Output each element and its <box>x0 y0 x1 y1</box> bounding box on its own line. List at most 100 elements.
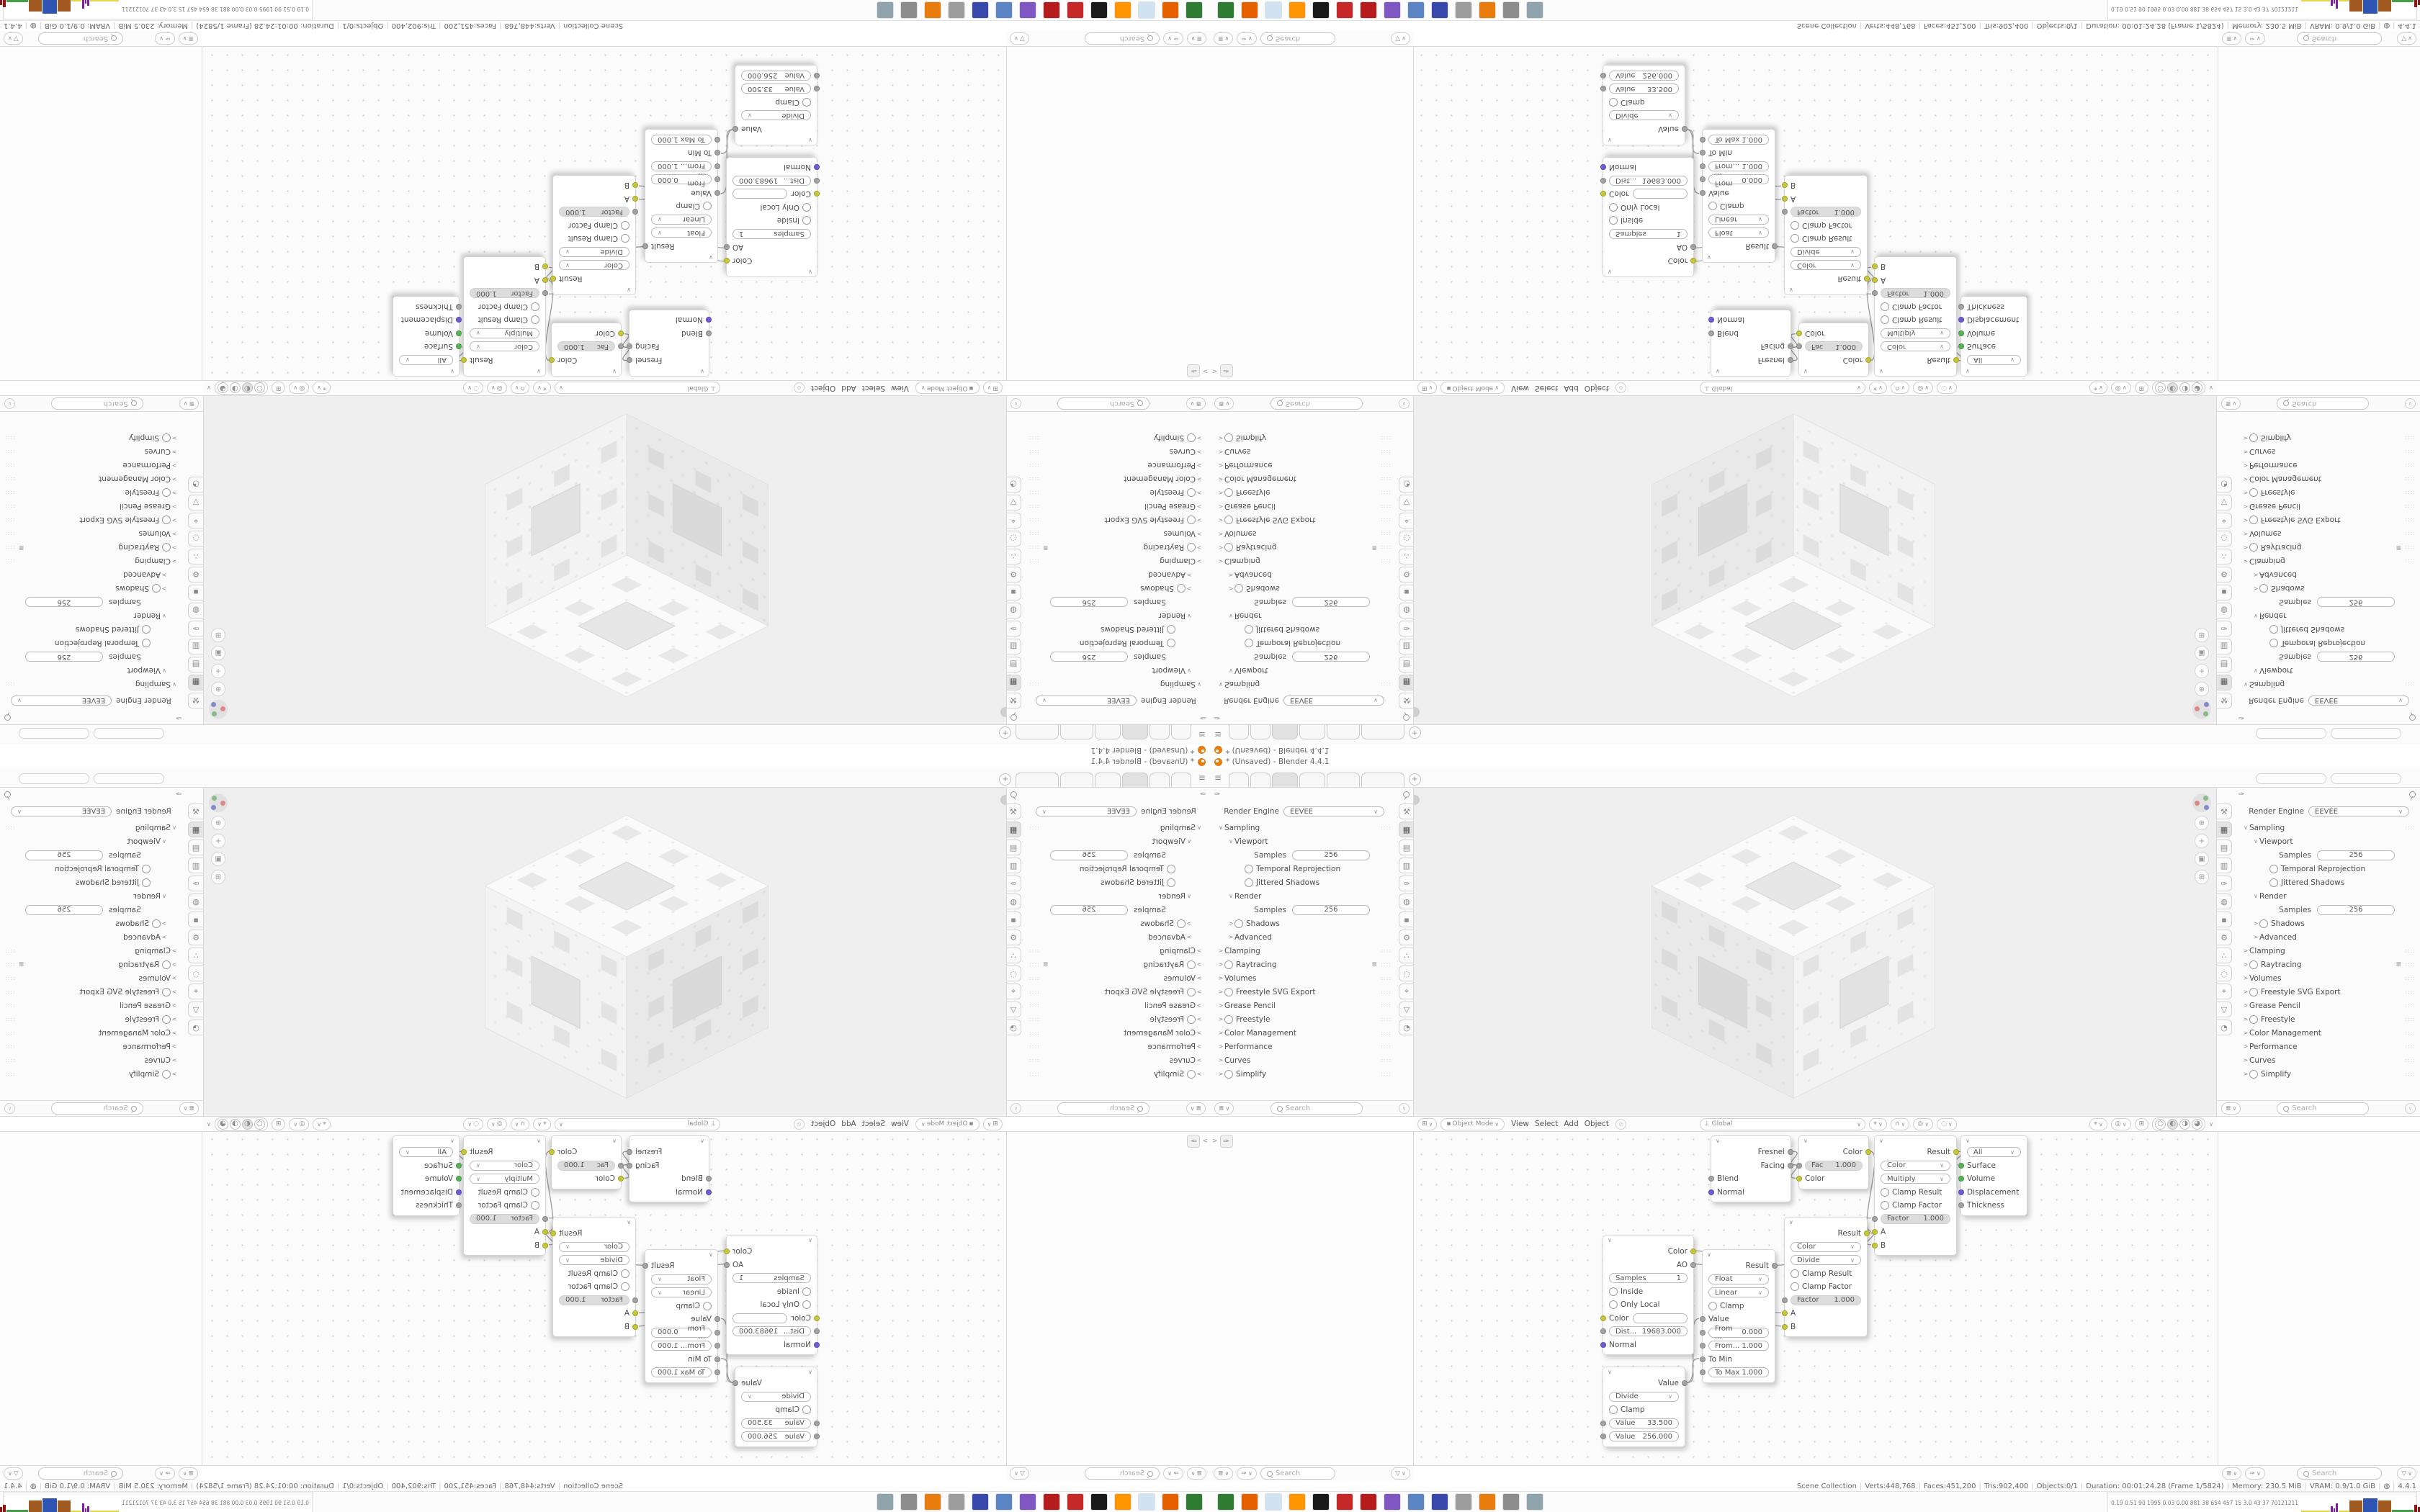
properties-tab-4-icon[interactable]: ✑ <box>2217 621 2232 636</box>
socket-gray[interactable] <box>1788 343 1793 350</box>
panel-row-simplify[interactable]: > Simplify:::: <box>4 433 177 443</box>
math-divide-node[interactable]: ∨ Value Divide ∨ Clamp Value 33.500 Value 256.00… <box>1600 65 1688 145</box>
panel-row-advanced[interactable]: > Advanced <box>1148 932 1192 942</box>
snap-toggle[interactable]: ∩ ∨ <box>510 1117 530 1130</box>
node-collapse-icon[interactable]: ∨ <box>709 254 713 261</box>
camera-view-icon[interactable]: ▣ <box>2195 852 2209 866</box>
socket-gray[interactable] <box>1600 86 1606 92</box>
properties-tab-0-icon[interactable]: ⚒ <box>2217 804 2232 819</box>
workspace-tab-5[interactable] <box>1327 724 1360 739</box>
search-input[interactable]: Search <box>2296 1467 2382 1480</box>
properties-tab-0-icon[interactable]: ⚒ <box>1006 804 1021 819</box>
search-input[interactable]: Search <box>1057 1102 1150 1115</box>
panel-row-freestyle-svg-export[interactable]: > Freestyle SVG Export:::: <box>2243 516 2416 525</box>
xray-toggle[interactable]: ⊞ <box>271 1117 286 1130</box>
ortho-toggle-icon[interactable]: ⊞ <box>211 628 225 642</box>
view-layer-selector[interactable] <box>19 728 89 739</box>
workspace-tab-5[interactable] <box>1060 773 1093 788</box>
socket-yellow[interactable] <box>542 1229 548 1236</box>
map-range-node[interactable]: ∨ Result Float ∨ Linear ∨ Clamp Value From ... 0.… <box>642 129 720 263</box>
socket-gray[interactable] <box>1782 1297 1788 1303</box>
socket-purple[interactable] <box>706 317 712 323</box>
viewport-3d[interactable]: ⊕ + ▣ ⊞ ⊞ ∨ ▪ Object Mode ∨ View Select Add Ob… <box>1413 380 2218 725</box>
panel-row-sampling[interactable]: ∨ Sampling:::: <box>1028 823 1201 832</box>
material-output-node[interactable]: ∨ All ∨ Surface Volume Displacement Thickness <box>1958 296 2027 377</box>
socket-gray[interactable] <box>1958 303 1964 310</box>
socket-gray[interactable] <box>814 1328 820 1335</box>
socket-yellow[interactable] <box>1782 182 1788 189</box>
node-dropdown-color[interactable]: Color ∨ <box>559 260 629 271</box>
pin-icon[interactable] <box>2409 791 2416 798</box>
node-field-factor[interactable]: Factor 1.000 <box>1791 207 1861 217</box>
workspace-tab-5[interactable] <box>1327 773 1360 788</box>
search-input[interactable]: Search <box>1057 397 1150 410</box>
node-field-factor[interactable]: Factor 1.000 <box>470 288 539 299</box>
properties-tab-5-icon[interactable]: ◍ <box>188 894 203 909</box>
socket-gray[interactable] <box>456 1202 462 1209</box>
node-field-tomax[interactable]: To Max 1.000 <box>1708 134 1769 145</box>
properties-tab-8-icon[interactable]: ∴ <box>1399 549 1414 564</box>
node-checkbox-clamp-result[interactable]: Clamp Result <box>1875 1186 1956 1200</box>
properties-tab-9-icon[interactable]: ◌ <box>188 531 203 546</box>
gimp-icon[interactable] <box>900 1 918 19</box>
toolbar-collapsed-arrow-icon[interactable] <box>1000 707 1006 717</box>
panel-row-freestyle[interactable]: > Freestyle:::: <box>1218 488 1392 498</box>
panel-row-jittered-shadows[interactable]: Jittered Shadows <box>1210 876 1396 889</box>
samples-value-field[interactable]: 256 <box>25 597 103 608</box>
panel-row-curves[interactable]: > Curves:::: <box>2243 1056 2416 1065</box>
layer-weight-node[interactable]: ∨ Fresnel Facing Blend Normal <box>627 1135 712 1202</box>
properties-tab-1-icon[interactable]: ▦ <box>2217 822 2232 837</box>
render-engine-dropdown[interactable]: EEVEE ∨ <box>2308 806 2409 816</box>
socket-gray[interactable] <box>632 1297 638 1303</box>
socket-gray[interactable] <box>1782 209 1788 215</box>
brush-dropdown[interactable]: ✑ ∨ <box>2245 32 2265 45</box>
menu-icon[interactable]: ≡ <box>1198 773 1206 783</box>
filter-button[interactable]: ▽ ∨ <box>1391 1467 1410 1480</box>
rendered-shading-icon[interactable]: ◕ <box>217 1118 228 1130</box>
search-input[interactable]: Search <box>38 32 124 45</box>
samples-value-field[interactable]: 256 <box>1050 652 1128 662</box>
brush-dropdown[interactable]: ✑ ∨ <box>1237 1467 1257 1480</box>
node-checkbox-clamp-factor[interactable]: Clamp Factor <box>553 219 635 233</box>
node-dropdown-divide[interactable]: Divide ∨ <box>559 246 629 257</box>
panel-row-color-management[interactable]: > Color Management:::: <box>1218 474 1392 484</box>
viewport-3d[interactable]: ⊕ + ▣ ⊞ ⊞ ∨ ▪ Object Mode ∨ View Select Add Ob… <box>202 380 1007 725</box>
node-dropdown-color[interactable]: Color ∨ <box>559 1241 629 1252</box>
node-dropdown-color[interactable]: Color ∨ <box>1791 260 1861 271</box>
floppy-64-icon[interactable] <box>1431 1493 1448 1511</box>
editor-type-button[interactable]: ≣ ∨ <box>178 1467 198 1480</box>
ambient-occlusion-node[interactable]: ∨ Color AO Samples 1 Inside Only Local Color Dis… <box>1600 1235 1696 1355</box>
panel-row-performance[interactable]: > Performance:::: <box>4 461 177 470</box>
properties-tab-5-icon[interactable]: ◍ <box>2217 603 2232 618</box>
socket-gray[interactable] <box>714 136 720 143</box>
properties-tab-5-icon[interactable]: ◍ <box>2217 894 2232 909</box>
socket-yellow[interactable] <box>1782 195 1788 202</box>
node-checkbox-only-local[interactable]: Only Local <box>1603 1298 1693 1312</box>
node-field-factor[interactable]: Factor 1.000 <box>559 1295 629 1305</box>
ghost-icon[interactable]: ⊘ <box>794 1118 805 1130</box>
math-divide-node[interactable]: ∨ Value Divide ∨ Clamp Value 33.500 Value 256.00… <box>732 1367 820 1447</box>
panel-row-grease-pencil[interactable]: > Grease Pencil:::: <box>1218 502 1392 511</box>
samples-value-field[interactable]: 256 <box>2317 850 2395 860</box>
node-checkbox-only-local[interactable]: Only Local <box>1603 201 1693 215</box>
collapse-button[interactable]: ∨ <box>4 398 15 409</box>
node-field-dist[interactable]: Dist... 19683.000 <box>1609 175 1688 186</box>
node-collapse-icon[interactable]: ∨ <box>700 1138 704 1144</box>
panel-row-temporal-reprojection[interactable]: Temporal Reprojection <box>0 862 185 876</box>
socket-purple[interactable] <box>1708 317 1714 323</box>
node-collapse-icon[interactable]: ∨ <box>537 1138 541 1144</box>
node-dropdown-divide[interactable]: Divide ∨ <box>559 1255 629 1266</box>
panel-row-raytracing[interactable]: > Raytracing ≣:::: <box>1028 543 1202 552</box>
xray-toggle[interactable]: ⊞ <box>2134 382 2149 395</box>
socket-gray[interactable] <box>706 1176 712 1182</box>
panel-row-viewport[interactable]: ∨ Viewport <box>1152 837 1191 846</box>
properties-tab-3-icon[interactable]: ▥ <box>1399 639 1414 654</box>
properties-tab-11-icon[interactable]: ▽ <box>1399 495 1414 510</box>
properties-tab-8-icon[interactable]: ∴ <box>188 948 203 963</box>
socket-yellow[interactable] <box>618 1176 624 1182</box>
mix-color-multiply-node[interactable]: ∨ Result Color ∨ Multiply ∨ Clamp Result Clamp … <box>1872 1135 1959 1256</box>
node-field-value[interactable]: Value 33.500 <box>1609 84 1679 94</box>
panel-row-volumes[interactable]: > Volumes:::: <box>1028 529 1202 539</box>
properties-tab-6-icon[interactable]: ▪ <box>1399 912 1414 927</box>
panel-row-advanced[interactable]: > Advanced <box>1228 932 1272 942</box>
